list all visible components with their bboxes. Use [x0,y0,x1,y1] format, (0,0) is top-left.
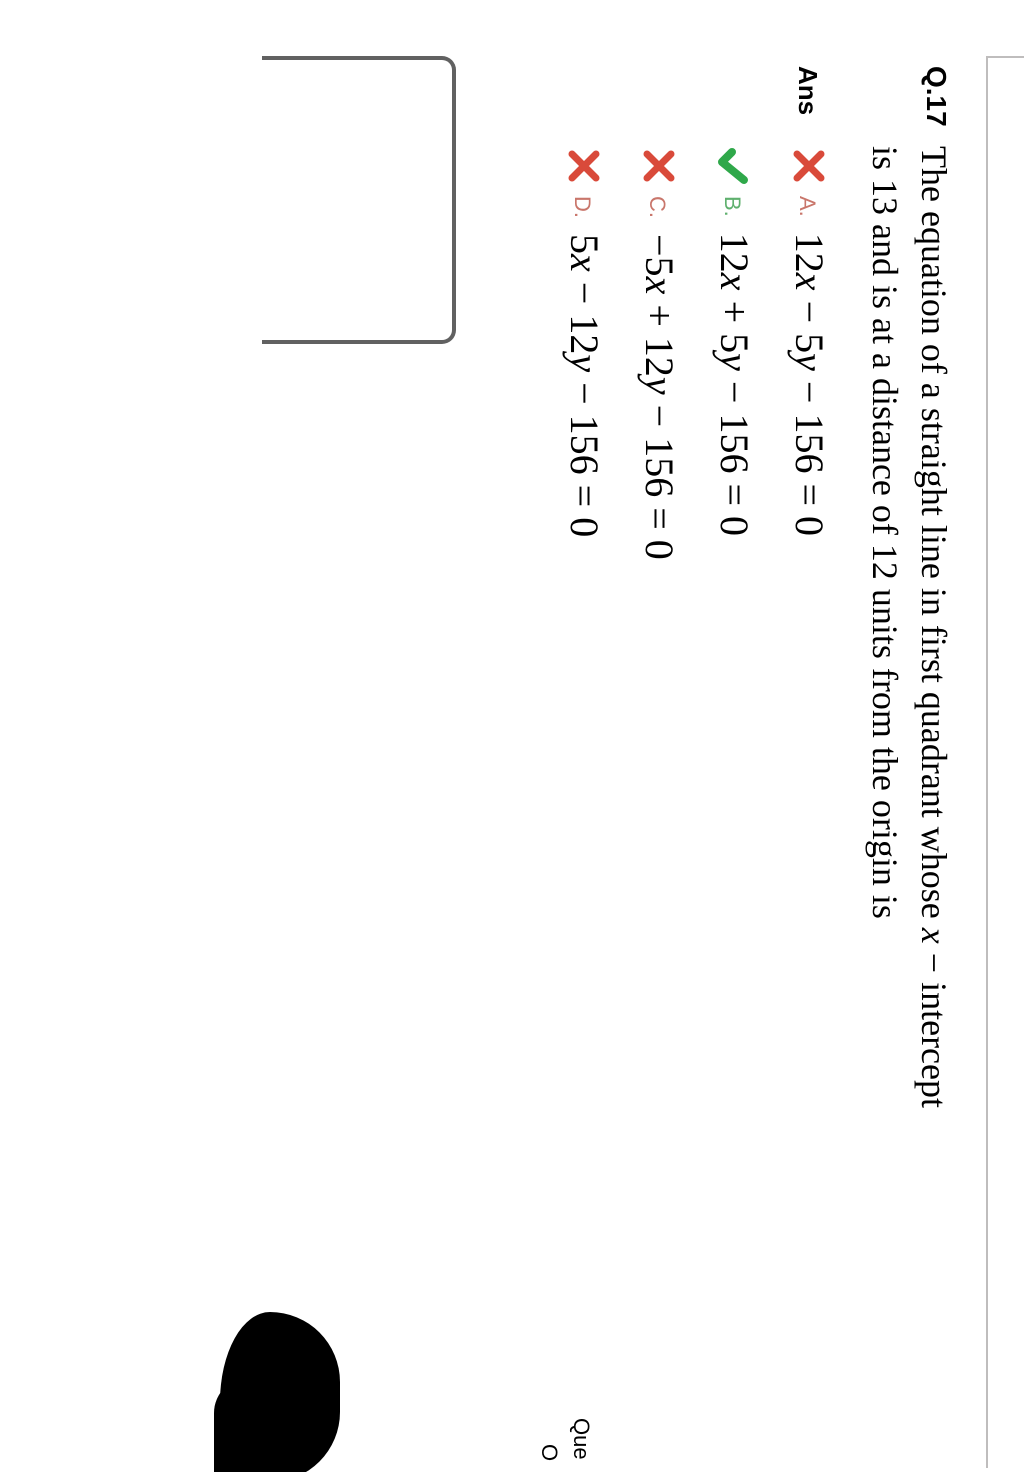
option-c[interactable]: C. −5x + 12y − 156 = 0 [636,146,683,560]
side-panel-fragment: Que O [394,1404,594,1472]
bottom-panel-fragment [262,56,456,344]
answers-row: Ans A. 12x − 5y − 156 = 0 [561,66,833,1456]
question-text: The equation of a straight line in first… [861,146,958,1108]
option-equation: −5x + 12y − 156 = 0 [636,234,683,560]
option-letter: C. [644,196,674,218]
side-text-2: O [536,1444,562,1461]
cross-icon [789,146,829,186]
option-letter: D. [569,196,599,218]
option-equation: 12x − 5y − 156 = 0 [786,233,833,536]
q-line2: is 13 and is at a distance of 12 units f… [865,146,905,919]
option-b[interactable]: B. 12x + 5y − 156 = 0 [711,146,758,560]
corner-blob [220,1312,340,1472]
cross-icon [639,146,679,186]
options-list: A. 12x − 5y − 156 = 0 B. [561,146,833,560]
page-root: Q.17 The equation of a straight line in … [0,0,1024,1472]
option-d[interactable]: D. 5x − 12y − 156 = 0 [561,146,608,560]
question-row: Q.17 The equation of a straight line in … [861,66,958,1456]
q-line1-prefix: The equation of a straight line in first… [914,146,954,928]
side-text-1: Que [568,1418,594,1460]
rotated-content: Q.17 The equation of a straight line in … [0,0,1024,1472]
option-equation: 12x + 5y − 156 = 0 [711,233,758,536]
option-letter: B. [719,196,749,217]
check-icon [714,146,754,186]
option-a[interactable]: A. 12x − 5y − 156 = 0 [786,146,833,560]
cross-icon [564,146,604,186]
option-letter: A. [794,196,824,217]
q-line1-var: x [914,928,954,944]
question-block: Q.17 The equation of a straight line in … [561,66,958,1456]
ans-label: Ans [792,66,833,146]
top-border-fragment [986,56,1024,1468]
option-equation: 5x − 12y − 156 = 0 [561,234,608,537]
question-number: Q.17 [920,66,958,146]
q-line1-suffix: − intercept [914,944,954,1108]
